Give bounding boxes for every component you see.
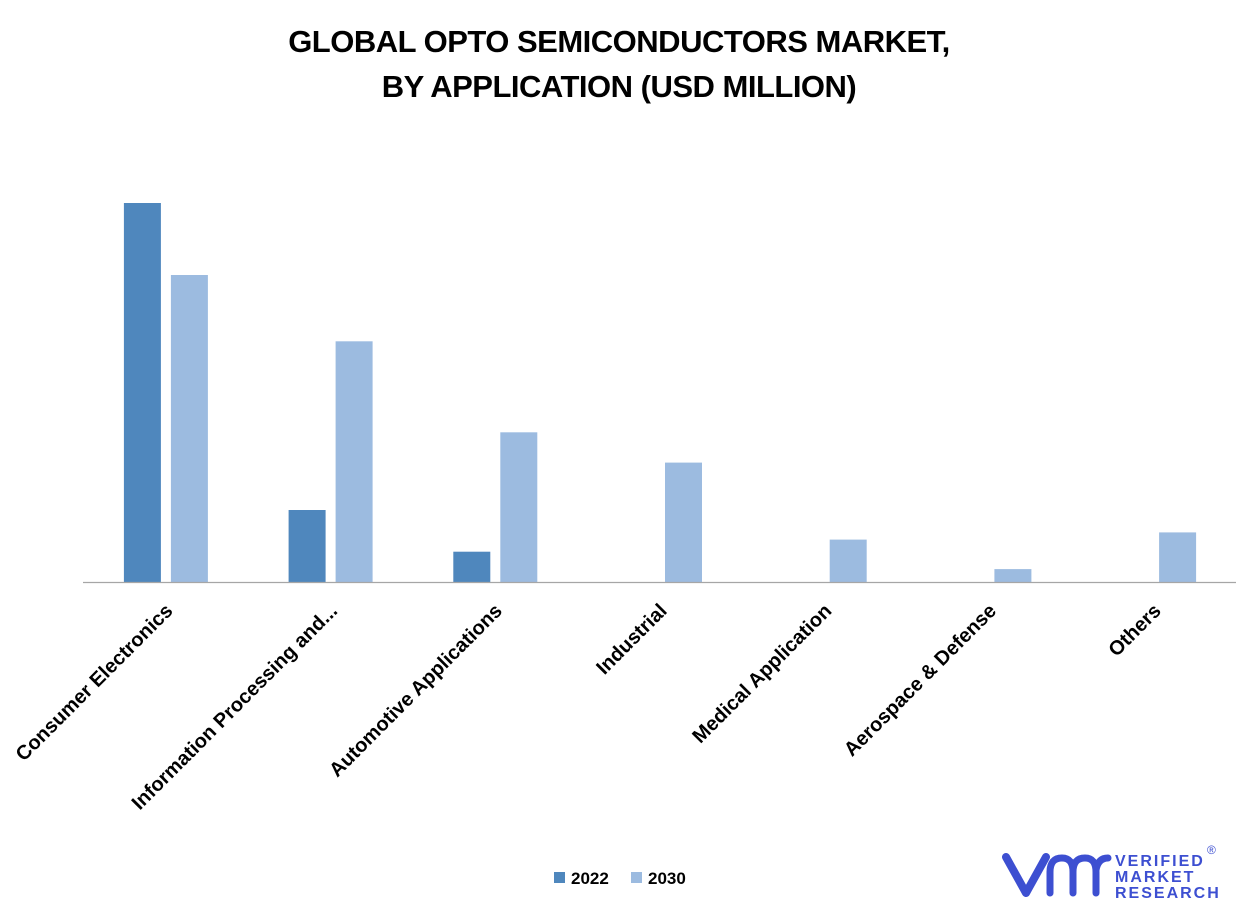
logo-line-3: RESEARCH xyxy=(1115,885,1221,902)
logo-line-2: MARKET xyxy=(1115,869,1195,886)
vmr-logo: VERIFIED MARKET RESEARCH ® xyxy=(1002,843,1221,902)
registered-mark: ® xyxy=(1207,843,1216,857)
bar-2030-2 xyxy=(500,432,538,582)
bar-2030-3 xyxy=(665,462,702,582)
bar-2030-6 xyxy=(1159,532,1197,582)
legend-swatch-2022 xyxy=(554,872,565,883)
vmr-logo-icon xyxy=(1002,853,1112,897)
x-tick-label-4: Medical Application xyxy=(688,600,836,748)
x-tick-label-6: Others xyxy=(1105,600,1166,661)
bar-2030-4 xyxy=(829,539,867,582)
legend-label-2022: 2022 xyxy=(571,869,609,888)
x-tick-label-2: Automotive Applications xyxy=(325,600,507,782)
bar-2022-1 xyxy=(288,510,326,582)
bar-2030-5 xyxy=(994,569,1032,582)
legend-label-2030: 2030 xyxy=(648,869,686,888)
x-tick-label-0: Consumer Electronics xyxy=(12,600,178,766)
bar-2022-2 xyxy=(453,551,491,582)
bar-2030-1 xyxy=(335,341,373,582)
bar-2030-0 xyxy=(170,275,208,582)
legend-swatch-2030 xyxy=(631,872,642,883)
logo-line-1: VERIFIED xyxy=(1115,853,1205,870)
bar-2022-0 xyxy=(123,203,161,582)
bars-group xyxy=(123,203,1197,582)
x-tick-label-3: Industrial xyxy=(592,600,671,679)
chart-subtitle: BY APPLICATION (USD MILLION) xyxy=(382,69,857,104)
chart-title: GLOBAL OPTO SEMICONDUCTORS MARKET, xyxy=(288,24,950,59)
legend: 2022 2030 xyxy=(554,869,686,888)
x-tick-label-5: Aerospace & Defense xyxy=(840,600,1001,761)
